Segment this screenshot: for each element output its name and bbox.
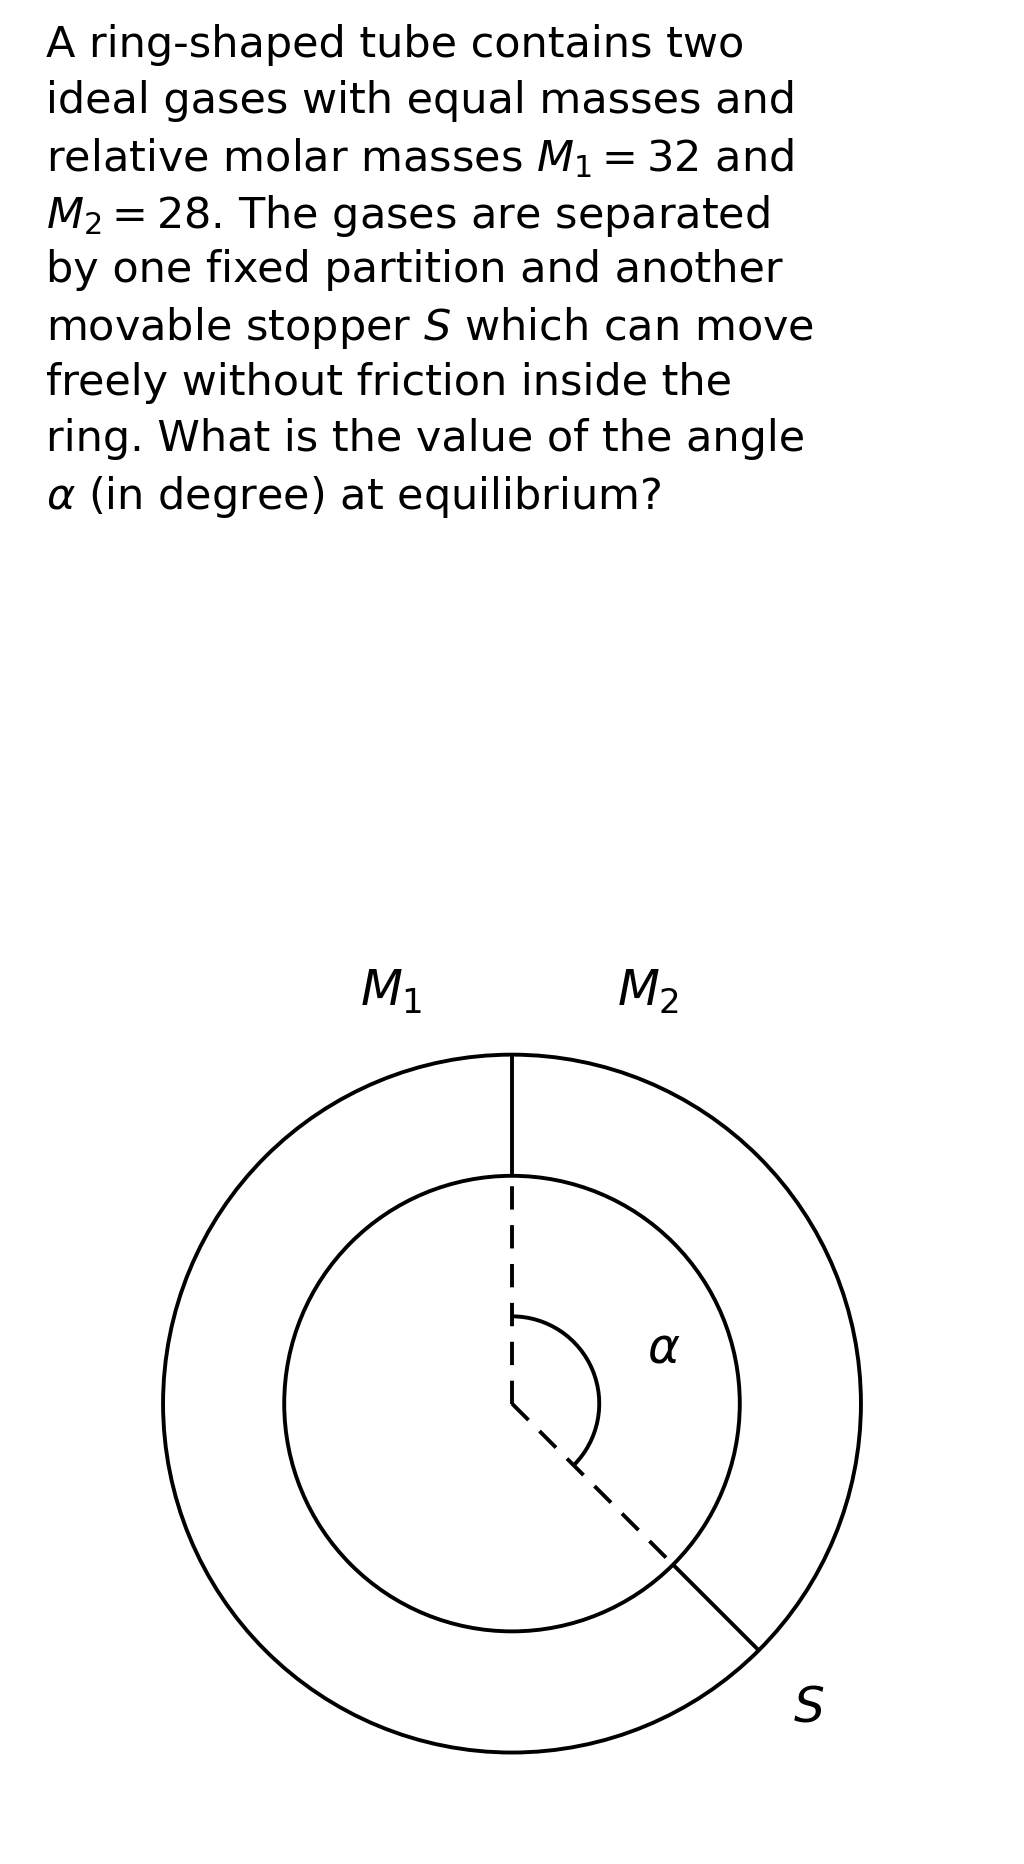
- Text: $M_2$: $M_2$: [616, 967, 679, 1016]
- Text: $\alpha$ (in degree) at equilibrium?: $\alpha$ (in degree) at equilibrium?: [46, 473, 662, 520]
- Text: $S$: $S$: [793, 1685, 824, 1732]
- Text: ideal gases with equal masses and: ideal gases with equal masses and: [46, 80, 796, 123]
- Text: movable stopper $\mathit{S}$ which can move: movable stopper $\mathit{S}$ which can m…: [46, 306, 814, 350]
- Text: A ring-shaped tube contains two: A ring-shaped tube contains two: [46, 24, 744, 67]
- Text: $M_1$: $M_1$: [359, 967, 422, 1016]
- Text: ring. What is the value of the angle: ring. What is the value of the angle: [46, 418, 805, 460]
- Text: freely without friction inside the: freely without friction inside the: [46, 362, 732, 403]
- Text: $\mathit{M}_2 = 28$. The gases are separated: $\mathit{M}_2 = 28$. The gases are separ…: [46, 192, 770, 239]
- Text: relative molar masses $\mathit{M}_1 = 32$ and: relative molar masses $\mathit{M}_1 = 32…: [46, 136, 794, 181]
- Text: by one fixed partition and another: by one fixed partition and another: [46, 250, 782, 291]
- Text: $\alpha$: $\alpha$: [647, 1325, 680, 1372]
